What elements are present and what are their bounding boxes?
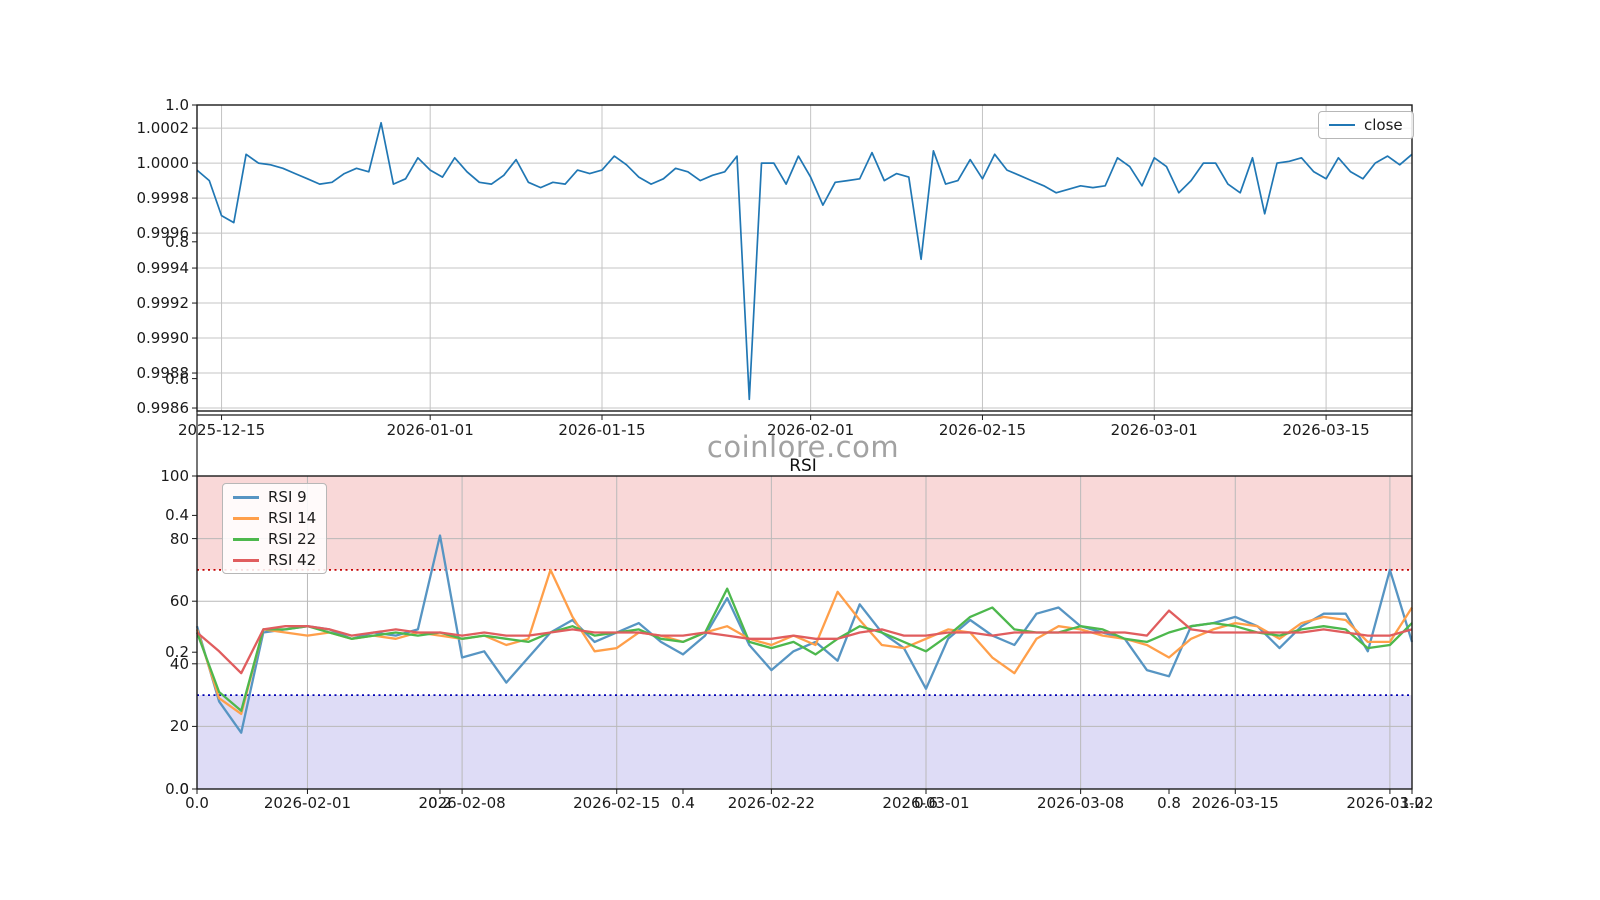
legend-entry: RSI 9 [233, 488, 316, 506]
legend-line-sample [233, 558, 259, 562]
legend-label: RSI 14 [268, 509, 317, 527]
rsi-legend: RSI 9 RSI 14 RSI 22 RSI 42 [222, 483, 328, 574]
legend-label: close [1364, 116, 1403, 134]
overbought-band [197, 476, 1412, 570]
legend-label: RSI 9 [268, 488, 307, 506]
watermark: coinlore.com [706, 430, 900, 464]
price-legend: close [1318, 111, 1414, 139]
rsi-frame [196, 475, 1413, 790]
rsi-line-rsi-42 [196, 609, 1413, 675]
close-line [196, 121, 1413, 401]
rsi-chart-title: RSI [789, 456, 817, 476]
legend-entry: close [1329, 116, 1403, 134]
legend-label: RSI 22 [268, 530, 317, 548]
oversold-band [197, 695, 1412, 789]
rsi-line-rsi-14 [195, 568, 1413, 716]
legend-entry: RSI 22 [233, 530, 316, 548]
legend-line-sample [233, 537, 259, 541]
legend-line-sample [1329, 124, 1355, 126]
legend-entry: RSI 42 [233, 551, 316, 569]
rsi-line-rsi-22 [195, 587, 1413, 712]
price-frame [196, 104, 1413, 412]
legend-line-sample [233, 495, 259, 499]
legend-label: RSI 42 [268, 551, 317, 569]
legend-entry: RSI 14 [233, 509, 316, 527]
legend-line-sample [233, 516, 259, 520]
